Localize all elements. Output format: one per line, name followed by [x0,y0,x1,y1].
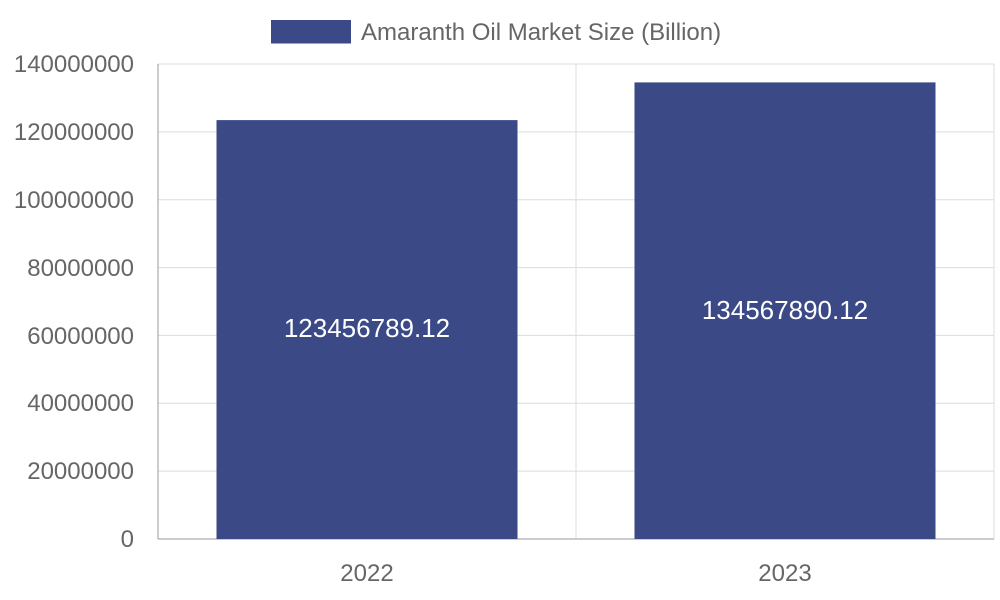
svg-text:134567890.12: 134567890.12 [702,295,868,325]
svg-text:0: 0 [121,526,134,553]
svg-text:100000000: 100000000 [14,187,134,214]
svg-text:60000000: 60000000 [27,323,134,350]
svg-text:123456789.12: 123456789.12 [284,313,450,343]
svg-text:20000000: 20000000 [27,458,134,485]
svg-text:140000000: 140000000 [14,51,134,78]
svg-text:2022: 2022 [340,560,393,587]
svg-text:40000000: 40000000 [27,390,134,417]
svg-text:2023: 2023 [758,560,811,587]
svg-text:80000000: 80000000 [27,255,134,282]
svg-text:120000000: 120000000 [14,119,134,146]
svg-text:Amaranth Oil Market Size (Bill: Amaranth Oil Market Size (Billion) [361,19,721,46]
